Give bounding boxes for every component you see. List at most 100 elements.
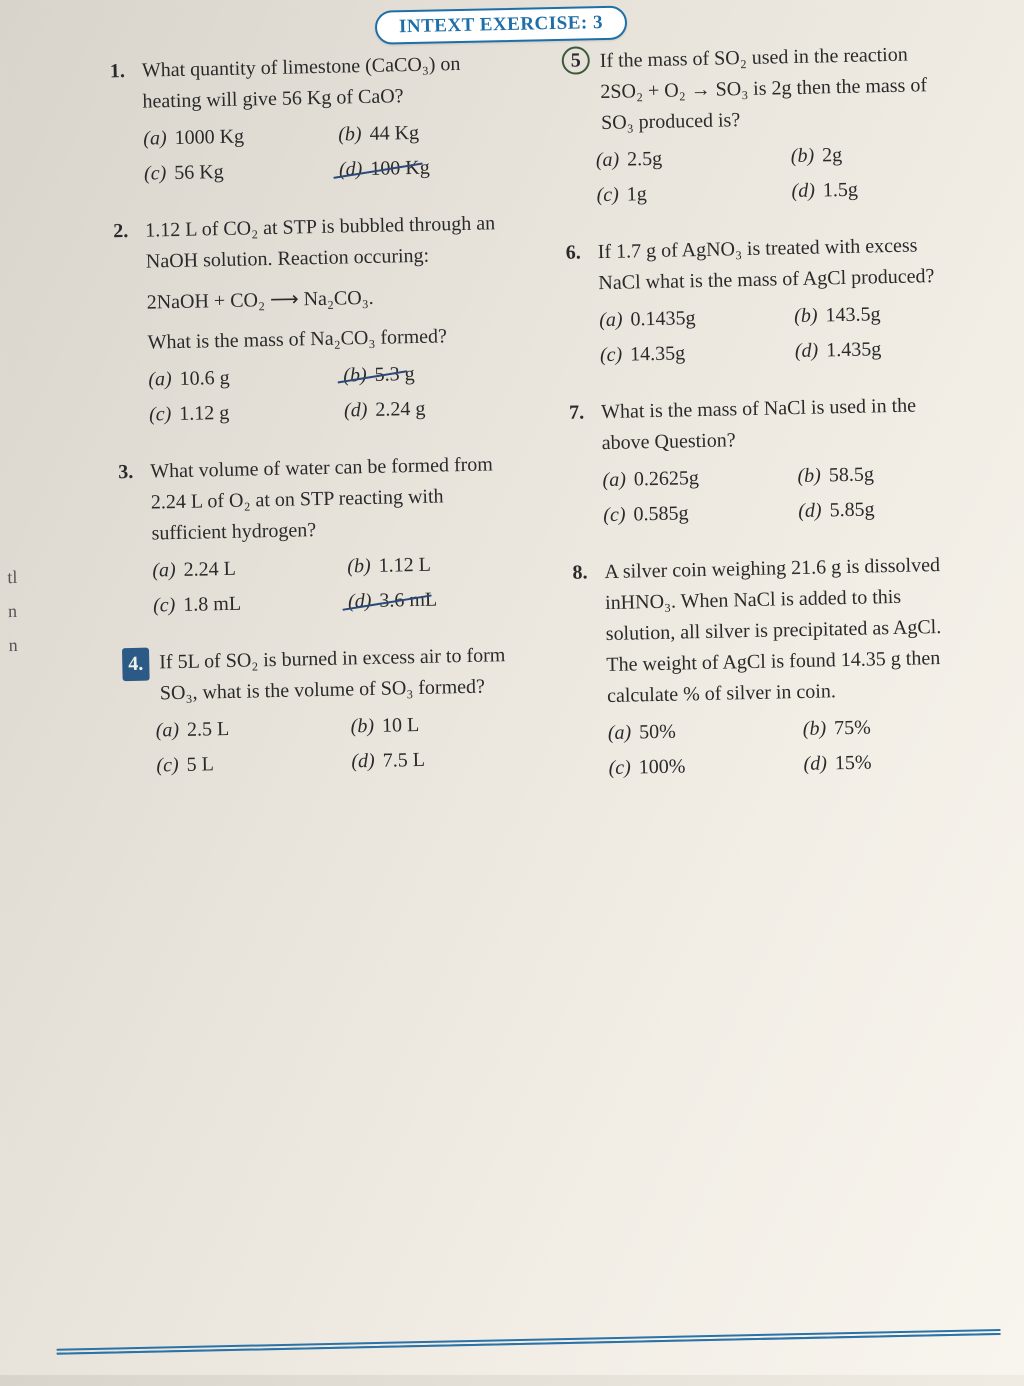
option-value: 7.5 L [382, 749, 425, 773]
question: 3.What volume of water can be formed fro… [118, 449, 513, 618]
option-label: (d) [344, 399, 368, 422]
option-value: 50% [639, 721, 676, 745]
option-label: (c) [149, 403, 172, 426]
option-label: (b) [338, 123, 362, 146]
two-column-layout: 1. What quantity of limestone (CaCO₃) on … [109, 21, 969, 821]
reaction-equation: 2NaOH + CO₂ ⟶ Na₂CO₃. [146, 280, 507, 318]
option: (b)143.5g [794, 302, 959, 328]
left-column: 1. What quantity of limestone (CaCO₃) on … [110, 48, 518, 820]
option-label: (c) [596, 184, 619, 207]
option-value: 0.585g [633, 502, 688, 526]
option-label: (a) [608, 722, 632, 745]
option: (a) 10.6 g [148, 365, 313, 391]
option-label: (d) [339, 158, 363, 181]
question-number: 6. [565, 237, 588, 268]
option: (d)5.85g [798, 497, 963, 523]
question: 8.A silver coin weighing 21.6 g is disso… [572, 550, 969, 781]
option: (b)5.3 g [343, 361, 508, 387]
options-grid: (a) 50% (b) 75% (c)100% (d) 15% [608, 714, 969, 780]
option-label: (b) [343, 364, 367, 387]
option-value: 56 Kg [174, 161, 224, 185]
option: (b) 58.5g [797, 462, 962, 488]
question: 5If the mass of SO₂ used in the reaction… [561, 39, 956, 208]
option: (d)100 Kg [339, 155, 504, 181]
option-value: 0.1435g [630, 307, 695, 331]
option: (b) 44 Kg [338, 120, 503, 146]
question-head: 8.A silver coin weighing 21.6 g is disso… [572, 550, 967, 713]
option-label: (a) [596, 149, 620, 172]
question-head: 2.1.12 L of CO₂ at STP is bubbled throug… [113, 208, 506, 278]
question-number: 7. [569, 397, 592, 428]
question-number: 4. [122, 648, 150, 682]
option-label: (a) [148, 368, 172, 391]
option: (b) 75% [803, 714, 968, 740]
page-edge-letters: tl n n [7, 560, 19, 663]
options-grid: (a) 0.1435g (b)143.5g (c)14.35g (d)1.435g [599, 302, 960, 368]
question-text: 1.12 L of CO₂ at STP is bubbled through … [145, 208, 506, 278]
option-label: (a) [143, 127, 167, 150]
option-value: 0.2625g [634, 467, 699, 491]
option-value: 15% [835, 752, 872, 776]
option: (a) 0.1435g [599, 306, 764, 332]
option: (c)1g [596, 181, 761, 207]
option-label: (d) [803, 752, 827, 775]
option-value: 1.5g [823, 179, 858, 203]
option-label: (a) [602, 469, 626, 492]
option: (a)2.24 L [152, 556, 317, 582]
option-label: (b) [791, 145, 815, 168]
option: (d)1.435g [795, 337, 960, 363]
question-number: 5 [561, 46, 590, 75]
option-label: (a) [599, 309, 623, 332]
option-value: 10.6 g [179, 367, 229, 391]
option: (a) 50% [608, 719, 773, 745]
option: (b) 1.12 L [347, 552, 512, 578]
question-number: 1. [110, 56, 133, 87]
option: (c) 1.8 mL [153, 591, 318, 617]
right-column: 5If the mass of SO₂ used in the reaction… [561, 39, 969, 811]
option-label: (c) [153, 594, 176, 617]
option-label: (d) [798, 500, 822, 523]
edge-letter: tl [7, 560, 18, 594]
option-value: 1.435g [826, 338, 881, 362]
option: (c)1.12 g [149, 400, 314, 426]
option-value: 1.8 mL [183, 593, 241, 617]
question-text: If 5L of SO₂ is burned in excess air to … [159, 640, 515, 709]
question: 7.What is the mass of NaCl is used in th… [569, 390, 964, 528]
options-grid: (a)2.5 L(b)10 L(c)5 L(d)7.5 L [155, 712, 516, 778]
option: (c)56 Kg [144, 159, 309, 185]
option-label: (b) [797, 465, 821, 488]
options-grid: (a) 0.2625g (b) 58.5g (c) 0.585g (d)5.85g [602, 462, 963, 528]
question-head: 6. If 1.7 g of AgNO₃ is treated with exce… [565, 230, 958, 300]
options-grid: (a) 10.6 g (b)5.3 g (c)1.12 g (d)2.24 g [148, 361, 509, 427]
option-value: 2.5 L [187, 718, 230, 742]
options-grid: (a)1000 Kg (b) 44 Kg (c)56 Kg (d)100 Kg [143, 120, 504, 186]
option-value: 143.5g [825, 303, 880, 327]
option-value: 44 Kg [369, 122, 419, 146]
option-label: (b) [803, 717, 827, 740]
option-label: (b) [347, 555, 371, 578]
option: (c)14.35g [600, 341, 765, 367]
option-value: 2g [822, 144, 842, 167]
option: (d) 15% [803, 749, 968, 775]
option-value: 1.12 L [378, 554, 431, 578]
option-label: (b) [350, 715, 374, 738]
intext-badge: INTEXT EXERCISE: 3 [375, 5, 628, 44]
option-label: (a) [155, 719, 179, 742]
option: (a)1000 Kg [143, 124, 308, 150]
question-text: A silver coin weighing 21.6 g is dissolv… [604, 550, 967, 713]
question-text: What volume of water can be formed from … [150, 449, 512, 550]
option: (a) 0.2625g [602, 466, 767, 492]
option: (c)100% [608, 754, 773, 780]
question-tail: What is the mass of Na₂CO₃ formed? [147, 320, 508, 359]
question-text: If 1.7 g of AgNO₃ is treated with excess… [597, 230, 958, 300]
question-head: 7.What is the mass of NaCl is used in th… [569, 390, 962, 460]
question-text: What quantity of limestone (CaCO₃) on he… [142, 48, 503, 118]
option-label: (c) [603, 504, 626, 527]
option-value: 58.5g [829, 463, 874, 487]
question: 4. If 5L of SO₂ is burned in excess air t… [122, 640, 517, 778]
option-value: 75% [834, 717, 871, 741]
option-value: 100% [639, 755, 686, 779]
option: (d)2.24 g [344, 396, 509, 422]
option-label: (c) [600, 344, 623, 367]
option: (a) 2.5 L [155, 716, 320, 742]
